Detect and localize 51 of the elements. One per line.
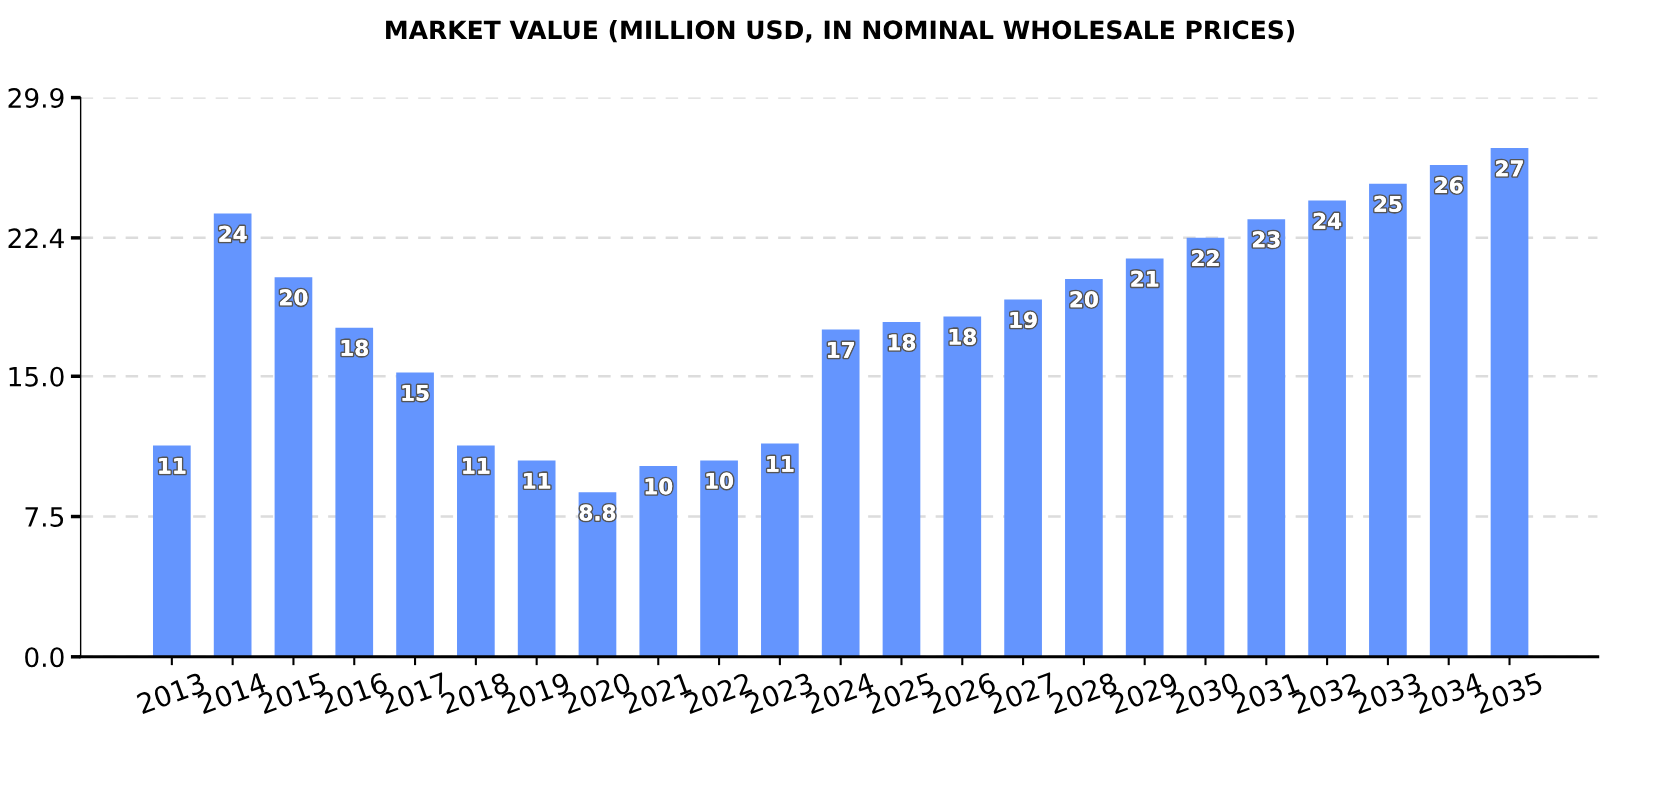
bar <box>274 277 313 657</box>
bar <box>335 327 374 657</box>
data-label: 24 <box>219 225 247 242</box>
data-label: 20 <box>280 289 308 306</box>
data-label: 18 <box>888 334 916 351</box>
y-tick-label: 0.0 <box>25 647 64 668</box>
bar <box>153 445 191 657</box>
data-label: 19 <box>1010 311 1037 329</box>
y-tick-label: 29.9 <box>8 88 64 108</box>
bar <box>1490 148 1529 657</box>
data-label: 15 <box>402 384 429 401</box>
data-label: 17 <box>828 341 854 358</box>
bar <box>639 466 678 657</box>
data-label: 26 <box>1435 177 1463 194</box>
y-tick-label: 15.0 <box>9 366 64 387</box>
y-tick-label: 7.5 <box>25 507 64 527</box>
bar <box>1247 219 1286 657</box>
bar <box>761 443 799 657</box>
bar <box>1369 183 1407 657</box>
data-label: 11 <box>463 457 490 474</box>
bar <box>700 460 738 657</box>
data-label: 27 <box>1496 160 1523 177</box>
data-label: 8.8 <box>579 504 616 521</box>
bar <box>1004 299 1042 657</box>
bar <box>1186 237 1225 657</box>
data-label: 25 <box>1374 195 1402 213</box>
bar <box>821 329 860 657</box>
data-label: 24 <box>1313 212 1342 229</box>
bar <box>1308 200 1346 657</box>
bar <box>457 445 495 657</box>
bar <box>213 213 252 657</box>
data-label: 18 <box>341 339 368 357</box>
data-label: 10 <box>706 472 734 489</box>
bar <box>517 460 556 657</box>
data-label: 18 <box>949 328 976 345</box>
data-label: 23 <box>1253 231 1280 248</box>
bar <box>396 372 434 657</box>
bar <box>882 322 921 657</box>
y-tick-label: 22.4 <box>8 228 64 248</box>
data-label: 11 <box>524 472 551 489</box>
bar <box>1065 279 1103 657</box>
data-label: 21 <box>1131 270 1159 287</box>
chart-title: MARKET VALUE (MILLION USD, IN NOMINAL WHOLESALE PRICES) <box>386 19 1295 43</box>
data-label: 20 <box>1070 291 1098 308</box>
data-label: 10 <box>645 478 673 495</box>
bar <box>1429 164 1468 657</box>
bar <box>943 316 982 657</box>
bar <box>1125 258 1164 657</box>
data-label: 11 <box>767 456 794 472</box>
data-label: 11 <box>159 457 186 474</box>
data-label: 22 <box>1192 250 1219 267</box>
